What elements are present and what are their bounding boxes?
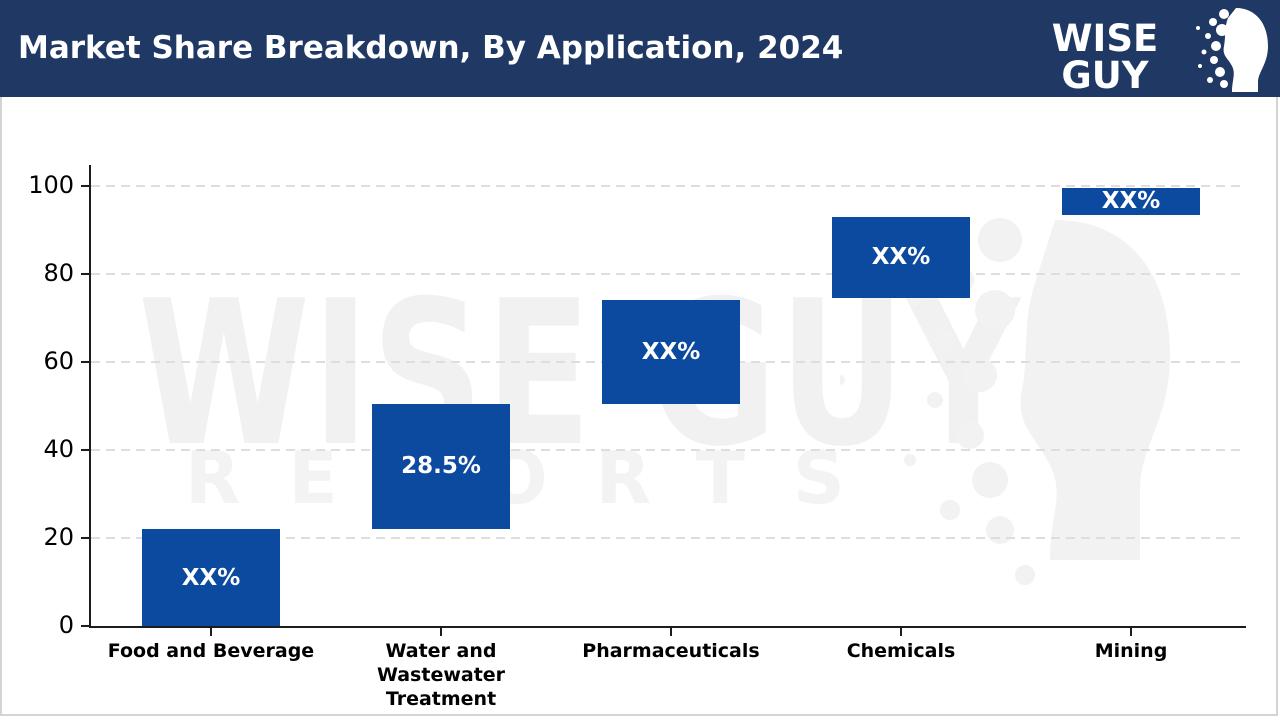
y-tick-mark <box>81 537 89 539</box>
wise-guy-logo: WISE GUY REPORTS <box>1020 6 1270 112</box>
bar-pharmaceuticals: XX% <box>602 300 740 404</box>
x-label-water-and-wastewater-treatment: Water and Wastewater Treatment <box>376 640 506 710</box>
bar-value-label: XX% <box>871 244 931 271</box>
gridline <box>91 449 1246 451</box>
y-tick-label: 60 <box>43 347 74 375</box>
x-label-food-and-beverage: Food and Beverage <box>107 640 315 662</box>
x-tick-mark <box>440 628 442 636</box>
y-tick-mark <box>81 449 89 451</box>
y-axis-line <box>89 165 91 628</box>
x-axis-line <box>89 626 1246 628</box>
y-tick-label: 40 <box>43 435 74 463</box>
header-bar: Market Share Breakdown, By Application, … <box>0 0 1280 112</box>
logo-subtitle: REPORTS <box>1042 95 1174 113</box>
bar-food-and-beverage: XX% <box>142 529 280 626</box>
x-label-chemicals: Chemicals <box>846 640 956 662</box>
page-title: Market Share Breakdown, By Application, … <box>18 30 844 66</box>
x-tick-mark <box>210 628 212 636</box>
gridline <box>91 537 1246 539</box>
logo-text: WISE GUY REPORTS <box>1020 20 1190 112</box>
y-tick-mark <box>81 361 89 363</box>
y-tick-mark <box>81 185 89 187</box>
y-tick-label: 20 <box>43 523 74 551</box>
y-tick-mark <box>81 625 89 627</box>
bar-value-label: 28.5% <box>401 453 481 480</box>
gridline <box>91 185 1246 187</box>
y-tick-label: 80 <box>43 259 74 287</box>
logo-head-icon <box>1196 8 1268 92</box>
bar-mining: XX% <box>1062 188 1200 215</box>
x-tick-mark <box>1130 628 1132 636</box>
bar-chemicals: XX% <box>832 216 970 299</box>
bar-value-label: XX% <box>641 339 701 366</box>
x-tick-mark <box>670 628 672 636</box>
y-tick-label: 0 <box>58 611 74 639</box>
x-label-mining: Mining <box>1094 640 1168 662</box>
bar-value-label: XX% <box>181 564 241 591</box>
gridline <box>91 273 1246 275</box>
x-label-pharmaceuticals: Pharmaceuticals <box>582 640 760 662</box>
y-tick-label: 100 <box>28 171 74 199</box>
bar-value-label: XX% <box>1101 188 1161 215</box>
x-tick-mark <box>900 628 902 636</box>
bar-water-and-wastewater-treatment: 28.5% <box>372 403 510 530</box>
logo-wordmark: WISE GUY <box>1051 17 1159 97</box>
y-tick-mark <box>81 273 89 275</box>
